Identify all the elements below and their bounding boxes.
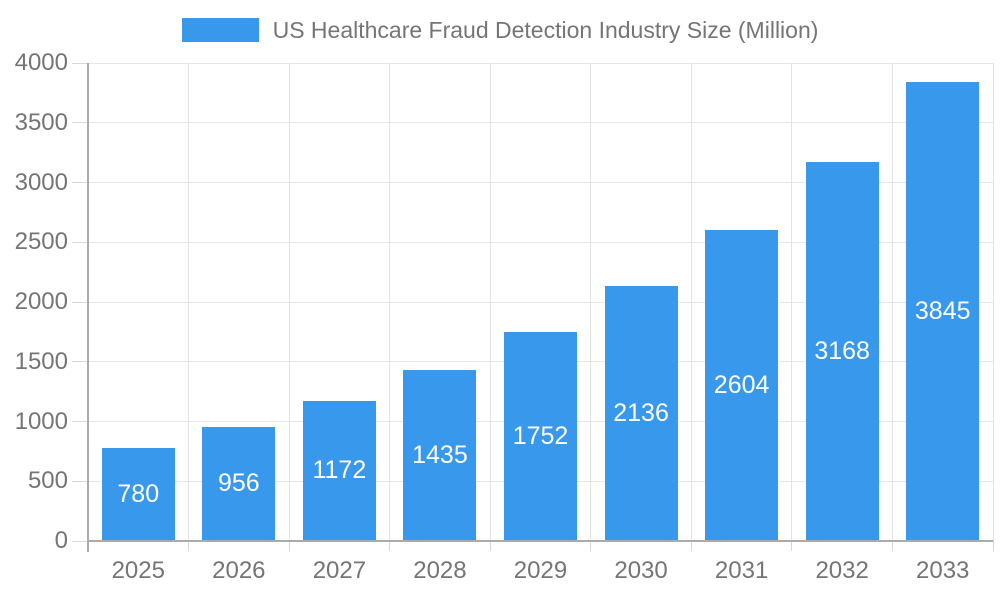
y-axis-tick: [72, 480, 88, 482]
x-tick-label: 2030: [614, 557, 668, 584]
y-axis-tick: [72, 540, 88, 542]
y-tick-label: 3000: [14, 168, 68, 196]
x-axis-tick: [489, 541, 491, 551]
x-tick-label: 2026: [212, 557, 266, 584]
bar-2028[interactable]: 1435: [403, 369, 477, 541]
bar-value-label: 3168: [814, 337, 870, 366]
y-tick-label: 500: [27, 467, 68, 495]
x-tick-label: 2029: [513, 557, 568, 584]
legend-series-label: US Healthcare Fraud Detection Industry S…: [272, 16, 819, 43]
x-axis-tick: [891, 541, 893, 551]
x-tick-label: 2025: [111, 557, 165, 584]
x-tick-label: 2027: [312, 557, 367, 584]
bar-2031[interactable]: 2604: [705, 229, 779, 541]
bar-2027[interactable]: 1172: [302, 400, 376, 541]
gridline-horizontal: [88, 182, 993, 183]
gridline-vertical: [188, 63, 190, 541]
y-tick-label: 4000: [14, 49, 68, 76]
y-axis-tick: [72, 421, 88, 422]
gridline-horizontal: [88, 301, 993, 303]
y-axis-tick: [72, 361, 88, 363]
y-tick-label: 2000: [14, 288, 68, 315]
bar-value-label: 1172: [312, 456, 367, 485]
y-axis-tick: [72, 182, 88, 183]
gridline-vertical: [389, 63, 391, 541]
gridline-vertical: [690, 63, 692, 541]
bar-value-label: 2136: [613, 398, 669, 427]
bar-2026[interactable]: 956: [202, 426, 276, 541]
gridline-vertical: [590, 63, 592, 541]
chart-legend[interactable]: US Healthcare Fraud Detection Industry S…: [0, 16, 1000, 44]
gridline-vertical: [288, 63, 290, 541]
gridline-vertical: [489, 63, 491, 541]
x-tick-label: 2031: [714, 557, 769, 584]
bar-value-label: 1752: [512, 421, 569, 450]
x-axis-tick: [590, 541, 592, 551]
x-axis-tick: [690, 541, 692, 551]
bar-value-label: 1435: [412, 440, 468, 469]
gridline-vertical: [992, 63, 994, 541]
x-tick-label: 2033: [916, 557, 970, 584]
x-axis-line: [88, 540, 993, 542]
gridline-vertical: [791, 63, 793, 541]
y-tick-label: 0: [54, 527, 68, 554]
x-axis-tick: [992, 541, 994, 551]
gridline-horizontal: [88, 122, 993, 124]
y-tick-label: 3500: [14, 108, 68, 136]
bar-2032[interactable]: 3168: [805, 162, 879, 541]
bar-2025[interactable]: 780: [101, 447, 175, 541]
legend-swatch: [181, 18, 259, 42]
x-axis-tick: [791, 541, 793, 551]
gridline-vertical: [891, 63, 893, 541]
y-axis-tick: [72, 122, 88, 124]
x-axis-tick: [288, 541, 290, 551]
gridline-horizontal: [88, 62, 993, 64]
bar-value-label: 2604: [713, 370, 770, 399]
y-axis-line: [87, 63, 89, 552]
gridline-horizontal: [88, 241, 993, 243]
y-axis-tick: [72, 241, 88, 243]
bar-value-label: 3845: [914, 296, 971, 325]
x-tick-label: 2032: [815, 557, 869, 584]
bar-value-label: 956: [217, 469, 260, 498]
bar-2030[interactable]: 2136: [604, 285, 678, 541]
x-axis-tick: [188, 541, 190, 551]
y-tick-label: 1000: [14, 407, 68, 435]
y-tick-label: 2500: [14, 228, 68, 256]
bar-2029[interactable]: 1752: [504, 331, 577, 541]
y-axis-tick: [72, 301, 88, 303]
x-axis-tick: [389, 541, 391, 551]
x-tick-label: 2028: [413, 557, 467, 584]
y-tick-label: 1500: [14, 347, 68, 375]
y-axis-tick: [72, 62, 88, 64]
bar-2033[interactable]: 3845: [906, 81, 980, 541]
bar-value-label: 780: [117, 479, 160, 508]
